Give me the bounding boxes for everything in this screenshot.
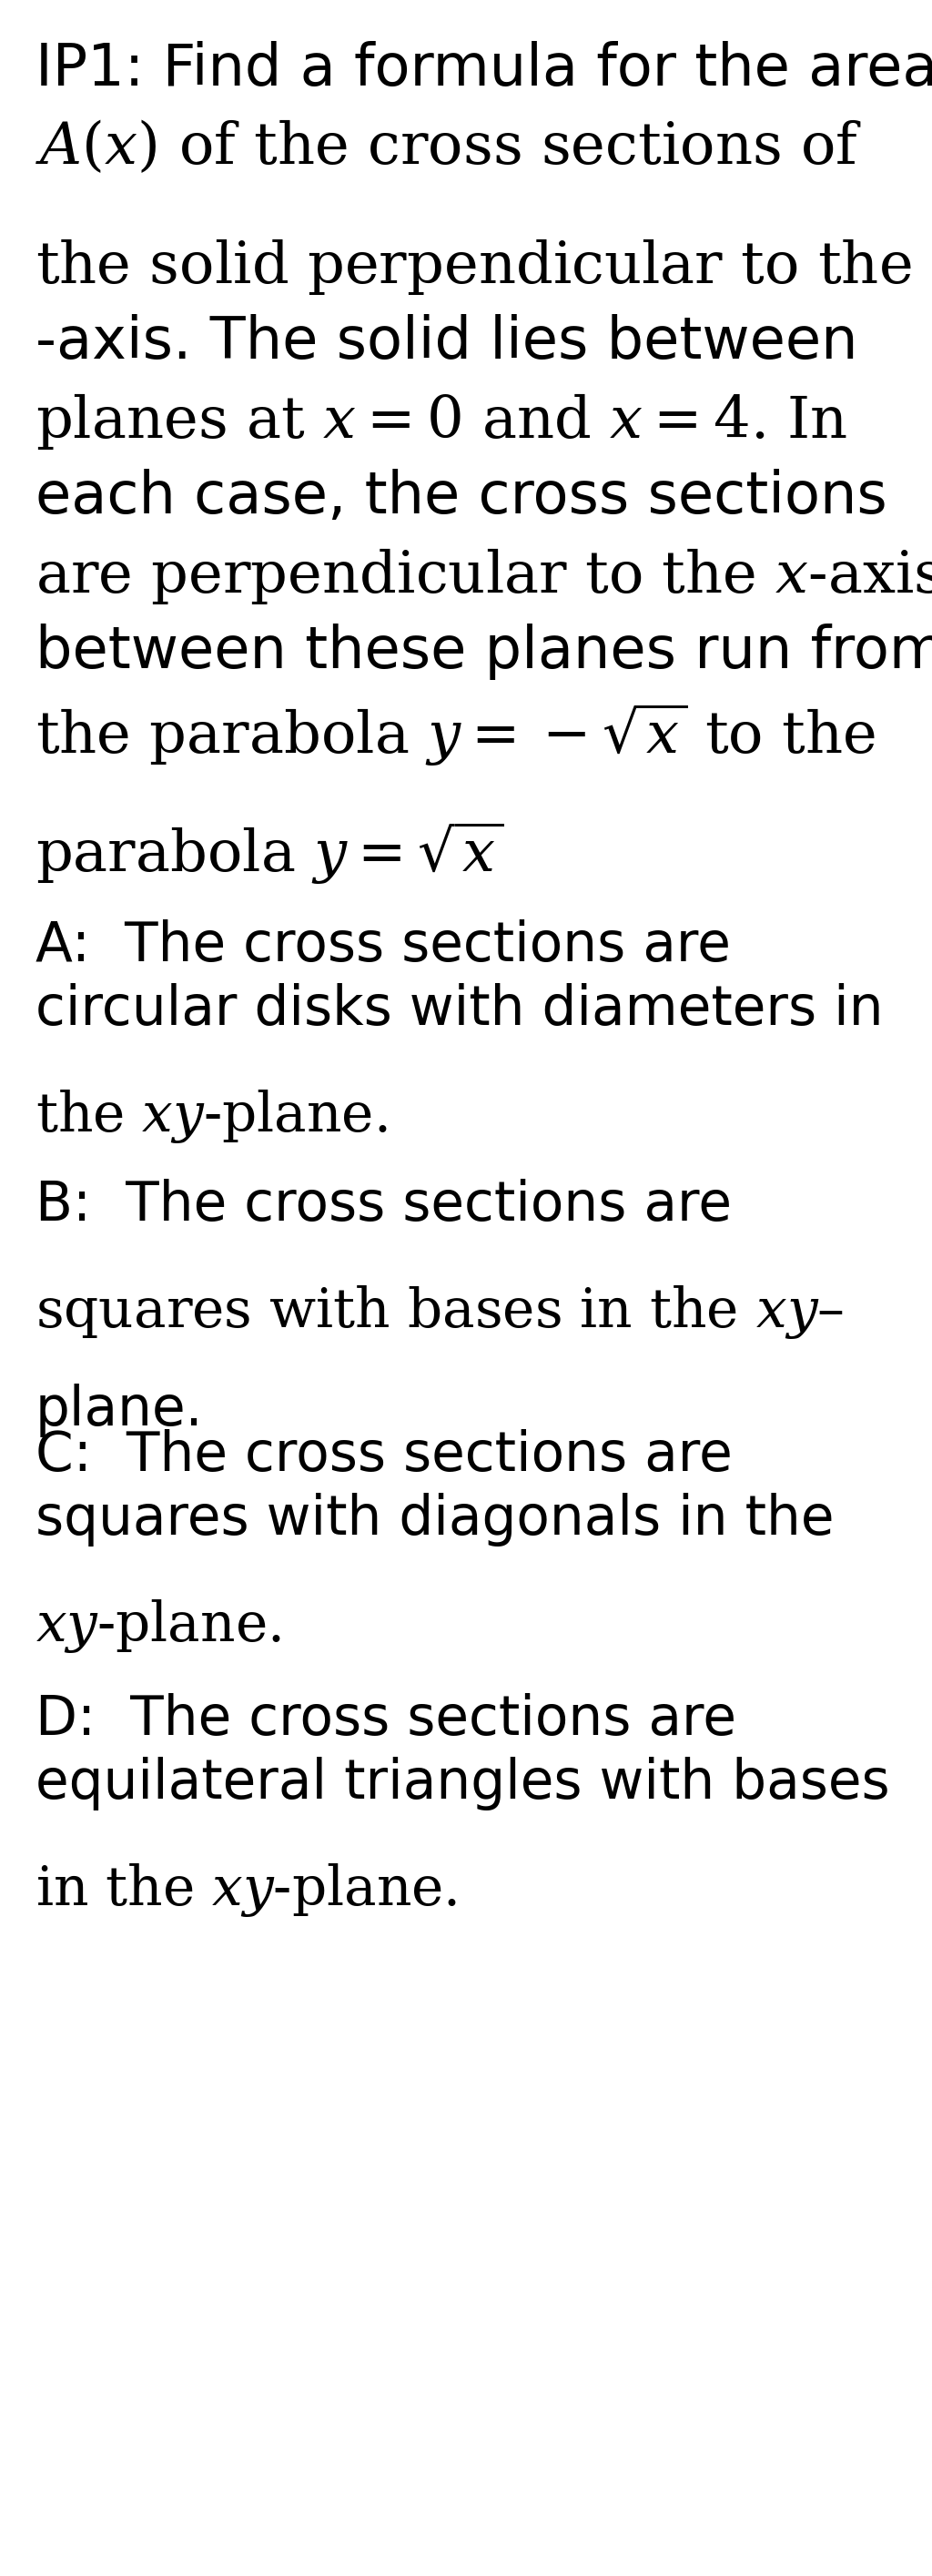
Text: C:  The cross sections are: C: The cross sections are — [35, 1430, 733, 1484]
Text: the $xy$-plane.: the $xy$-plane. — [35, 1087, 388, 1146]
Text: squares with diagonals in the: squares with diagonals in the — [35, 1494, 834, 1546]
Text: -axis. The solid lies between: -axis. The solid lies between — [35, 314, 857, 371]
Text: circular disks with diameters in: circular disks with diameters in — [35, 984, 884, 1036]
Text: each case, the cross sections: each case, the cross sections — [35, 469, 887, 526]
Text: between these planes run from: between these planes run from — [35, 623, 932, 680]
Text: $A(x)$ of the cross sections of: $A(x)$ of the cross sections of — [35, 118, 862, 175]
Text: parabola $y = \sqrt{x}$: parabola $y = \sqrt{x}$ — [35, 819, 503, 886]
Text: D:  The cross sections are: D: The cross sections are — [35, 1692, 736, 1747]
Text: the parabola $y = -\sqrt{x}$ to the: the parabola $y = -\sqrt{x}$ to the — [35, 701, 875, 768]
Text: planes at $x = 0$ and $x = 4$. In: planes at $x = 0$ and $x = 4$. In — [35, 392, 847, 451]
Text: equilateral triangles with bases: equilateral triangles with bases — [35, 1757, 890, 1811]
Text: $xy$-plane.: $xy$-plane. — [35, 1597, 281, 1654]
Text: squares with bases in the $xy$–: squares with bases in the $xy$– — [35, 1283, 843, 1340]
Text: are perpendicular to the $x$-axis: are perpendicular to the $x$-axis — [35, 546, 932, 605]
Text: A:  The cross sections are: A: The cross sections are — [35, 920, 731, 974]
Text: the solid perpendicular to the $x$: the solid perpendicular to the $x$ — [35, 237, 932, 296]
Text: B:  The cross sections are: B: The cross sections are — [35, 1180, 732, 1231]
Text: IP1: Find a formula for the area: IP1: Find a formula for the area — [35, 41, 932, 98]
Text: in the $xy$-plane.: in the $xy$-plane. — [35, 1862, 457, 1919]
Text: plane.: plane. — [35, 1383, 203, 1437]
